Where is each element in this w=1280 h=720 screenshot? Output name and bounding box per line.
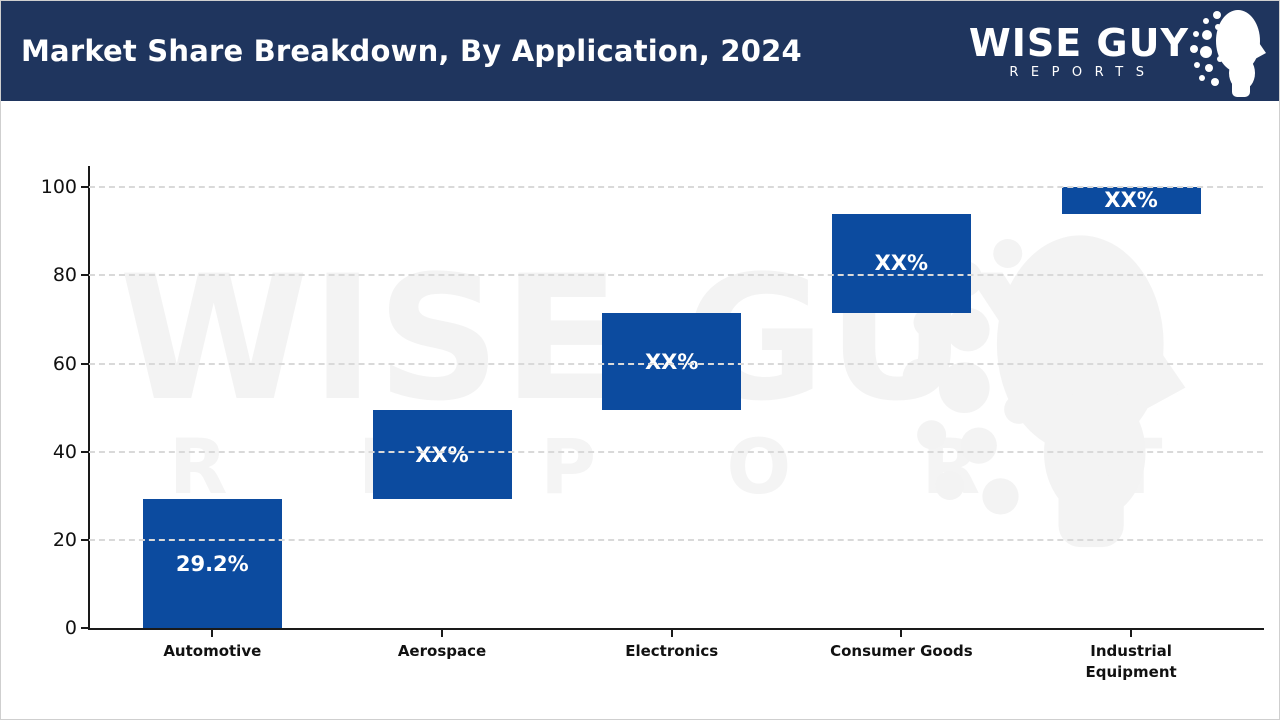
y-tick-mark-40: [81, 450, 89, 453]
y-tick-label-20: 20: [52, 528, 77, 551]
x-axis-line: [88, 628, 1264, 630]
bar-automotive: 29.2%: [142, 499, 282, 628]
x-tick-mark-consumer-goods: [900, 630, 903, 637]
gridline-80: [89, 274, 1263, 277]
x-tick-mark-aerospace: [441, 630, 443, 637]
bar-aerospace: XX%: [372, 410, 512, 500]
y-tick-mark-80: [81, 274, 89, 277]
x-tick-mark-electronics: [670, 630, 673, 637]
y-tick-label-40: 40: [52, 440, 77, 463]
y-tick-mark-100: [81, 186, 89, 189]
x-tick-mark-automotive: [211, 630, 214, 637]
y-tick-label-0: 0: [64, 617, 77, 639]
gridline-60: [89, 362, 1263, 365]
bar-industrial-equipment: XX%: [1061, 187, 1201, 214]
logo-reports-label: REPORTS: [1009, 65, 1157, 80]
logo-text: WISE GUY REPORTS: [969, 24, 1189, 80]
logo-wiseguy-label: WISE GUY: [968, 21, 1189, 65]
x-category-label-automotive: Automotive: [163, 642, 262, 660]
y-tick-label-60: 60: [52, 352, 77, 375]
y-tick-mark-20: [81, 538, 89, 541]
gridline-20: [89, 538, 1263, 541]
logo-head-icon: [1190, 10, 1266, 97]
gridline-40: [89, 450, 1263, 453]
y-axis-line: [88, 166, 90, 630]
x-category-label-industrial-equipment: Industrial Equipment: [1085, 642, 1177, 681]
y-tick-mark-60: [81, 362, 89, 365]
x-category-label-aerospace: Aerospace: [397, 642, 487, 660]
y-tick-mark-0: [81, 627, 89, 629]
x-category-label-consumer-goods: Consumer Goods: [830, 642, 973, 660]
y-tick-label-80: 80: [52, 264, 77, 287]
wise-guy-reports-logo: WISE GUY REPORTS: [969, 7, 1269, 97]
header-bar: Market Share Breakdown, By Application, …: [1, 1, 1279, 101]
bar-label-electronics: XX%: [644, 349, 699, 374]
bar-label-aerospace: XX%: [415, 442, 469, 467]
y-tick-label-100: 100: [40, 176, 77, 199]
bar-electronics: XX%: [602, 312, 742, 411]
gridline-100: [89, 186, 1263, 189]
page-title: Market Share Breakdown, By Application, …: [21, 34, 802, 68]
bar-label-consumer-goods: XX%: [874, 251, 929, 276]
bar-label-industrial-equipment: XX%: [1104, 188, 1158, 213]
bar-label-automotive: 29.2%: [175, 551, 249, 576]
x-category-label-electronics: Electronics: [625, 642, 719, 660]
bar-consumer-goods: XX%: [831, 213, 971, 313]
x-tick-mark-industrial-equipment: [1130, 630, 1133, 637]
